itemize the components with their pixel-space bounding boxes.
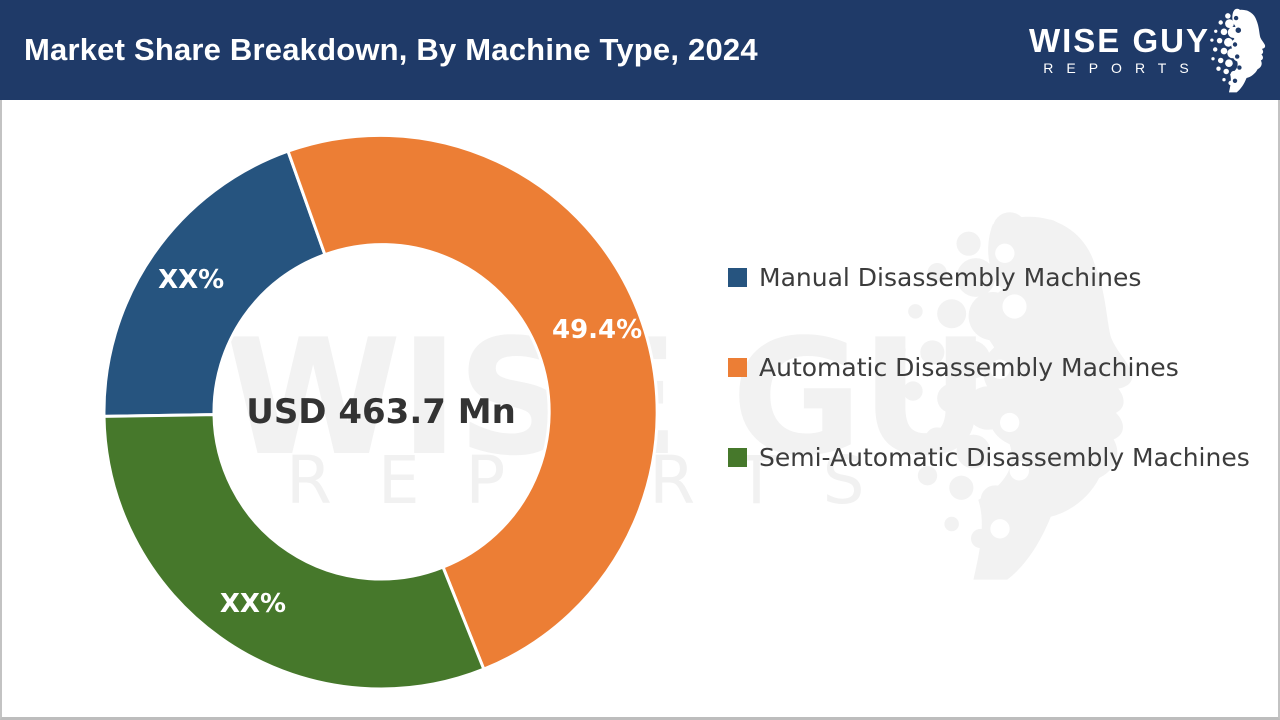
- donut-slice-1: [286, 133, 659, 671]
- donut-slice-2: [102, 413, 486, 691]
- legend-swatch-semi-automatic: [728, 447, 747, 467]
- wise-guy-logo: WISE GUY REPORTS: [1029, 5, 1268, 95]
- legend: Manual Disassembly Machines Automatic Di…: [728, 262, 1250, 532]
- donut-slice-0: [102, 149, 327, 418]
- legend-label: Manual Disassembly Machines: [759, 262, 1142, 292]
- donut-center-label: USD 463.7 Mn: [246, 392, 516, 432]
- header-bar: Market Share Breakdown, By Machine Type,…: [0, 0, 1280, 100]
- legend-item-manual: Manual Disassembly Machines: [728, 262, 1250, 292]
- legend-swatch-manual: [728, 267, 747, 287]
- legend-label: Semi-Automatic Disassembly Machines: [759, 442, 1250, 472]
- legend-item-semi-automatic: Semi-Automatic Disassembly Machines: [728, 442, 1250, 472]
- logo-subtitle: REPORTS: [1043, 60, 1202, 76]
- page-title: Market Share Breakdown, By Machine Type,…: [24, 32, 758, 67]
- logo-face-icon: [1202, 6, 1268, 94]
- logo-text: WISE GUY REPORTS: [1029, 24, 1210, 76]
- legend-label: Automatic Disassembly Machines: [759, 352, 1179, 382]
- legend-swatch-automatic: [728, 357, 747, 377]
- logo-title: WISE GUY: [1028, 22, 1210, 59]
- legend-item-automatic: Automatic Disassembly Machines: [728, 352, 1250, 382]
